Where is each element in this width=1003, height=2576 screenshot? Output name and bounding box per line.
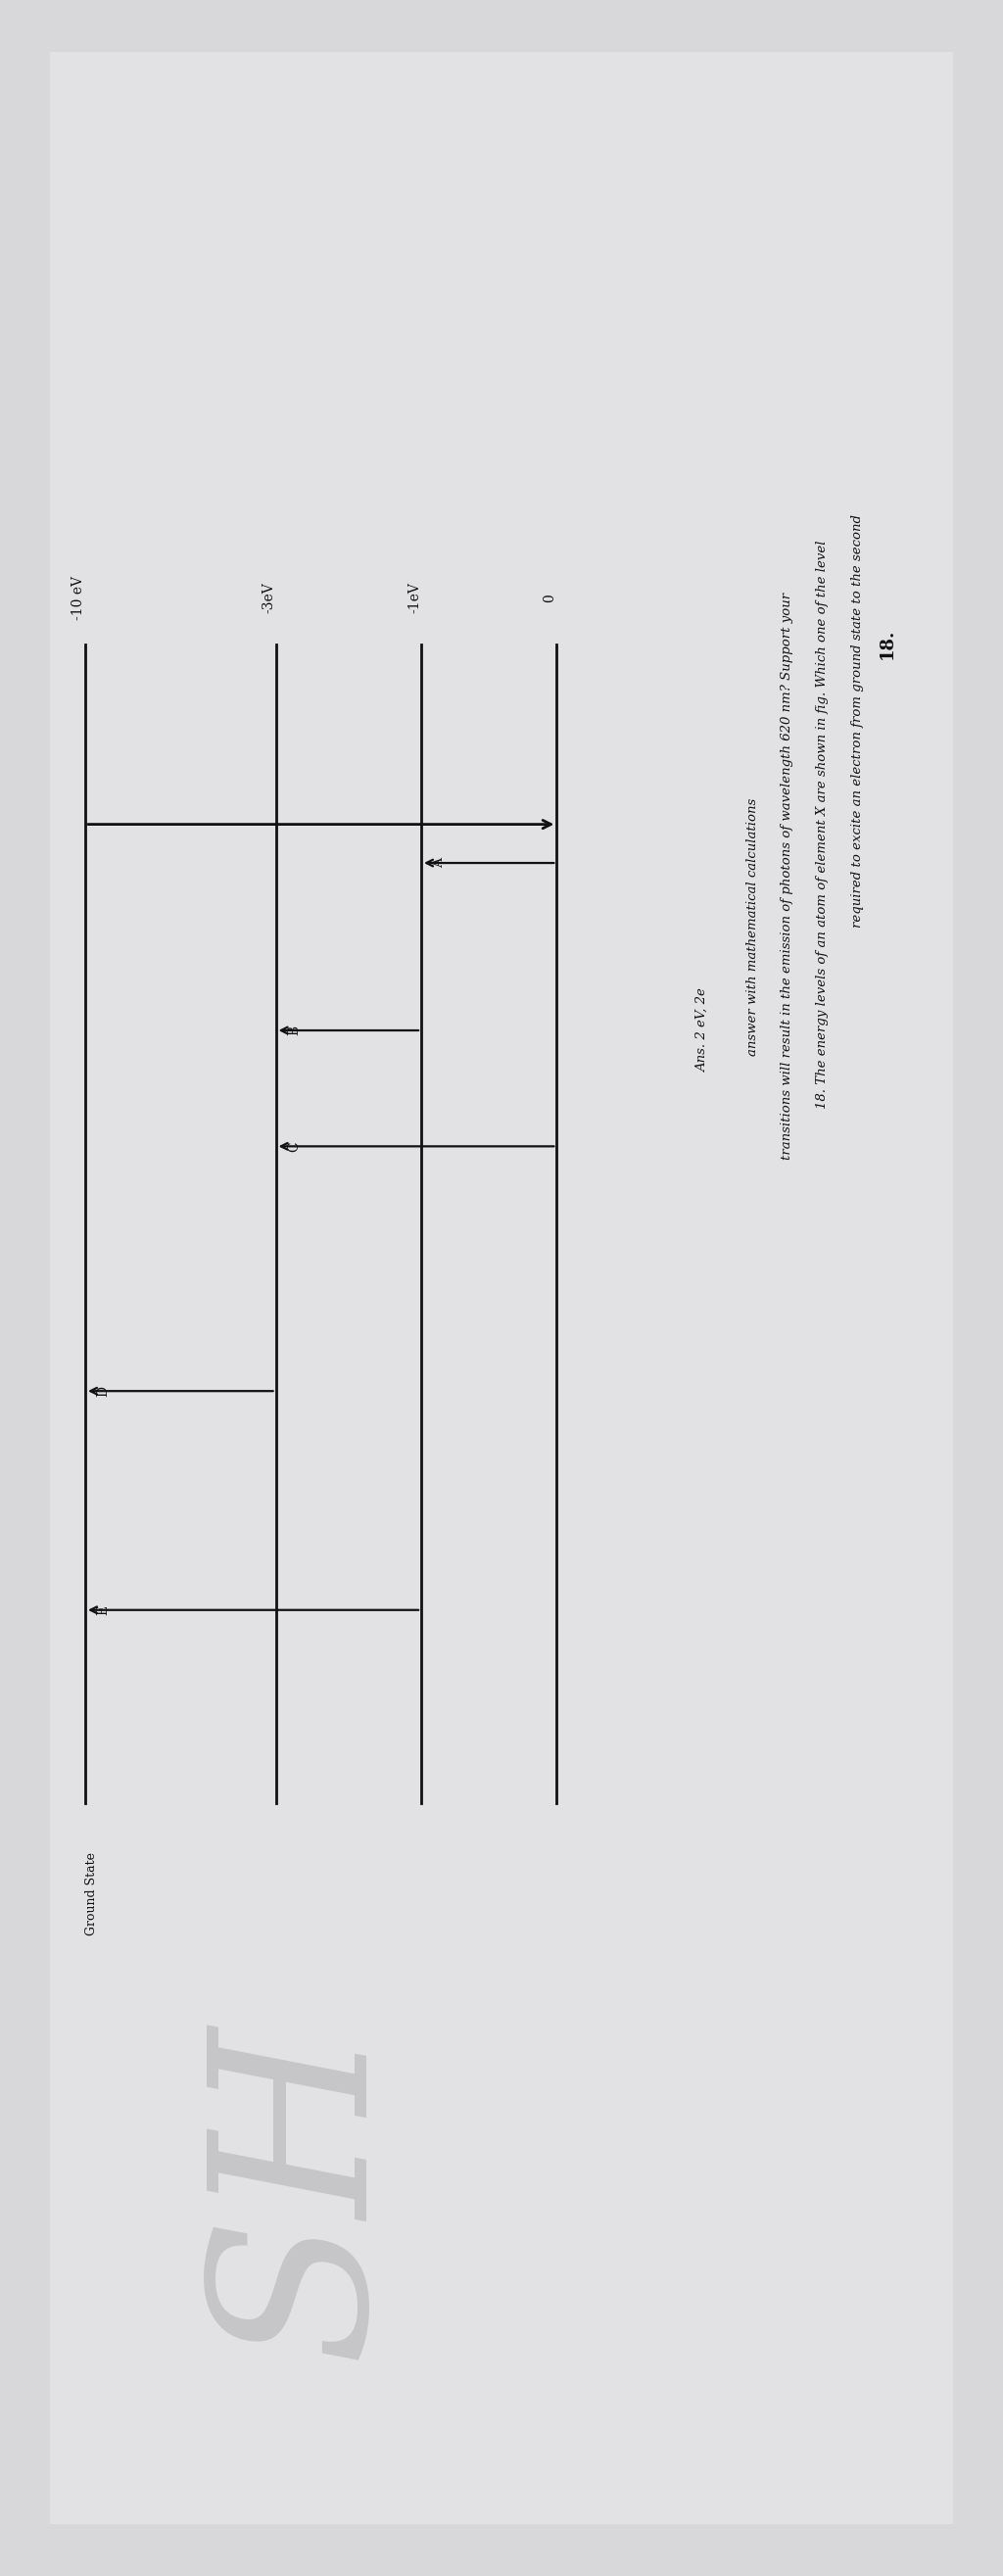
Text: 18.: 18. <box>879 629 897 659</box>
Text: -3eV: -3eV <box>262 582 276 613</box>
Text: -1eV: -1eV <box>407 582 421 613</box>
Text: SH: SH <box>195 2020 407 2360</box>
Text: -10 eV: -10 eV <box>71 574 85 621</box>
Text: E: E <box>96 1605 110 1615</box>
Text: required to excite an electron from ground state to the second: required to excite an electron from grou… <box>852 515 864 927</box>
Text: C: C <box>287 1141 301 1151</box>
Text: 0: 0 <box>543 592 557 603</box>
Text: D: D <box>96 1386 110 1396</box>
Text: Ans. 2 eV, 2e: Ans. 2 eV, 2e <box>696 989 708 1072</box>
Text: A: A <box>432 858 446 868</box>
Text: Ground State: Ground State <box>85 1852 98 1935</box>
Text: transitions will result in the emission of photons of wavelength 620 nm? Support: transitions will result in the emission … <box>781 592 793 1159</box>
Polygon shape <box>50 52 953 2524</box>
Text: answer with mathematical calculations: answer with mathematical calculations <box>746 799 758 1056</box>
Text: 18. The energy levels of an atom of element X are shown in fig. Which one of the: 18. The energy levels of an atom of elem… <box>816 541 828 1108</box>
Text: B: B <box>287 1025 301 1036</box>
